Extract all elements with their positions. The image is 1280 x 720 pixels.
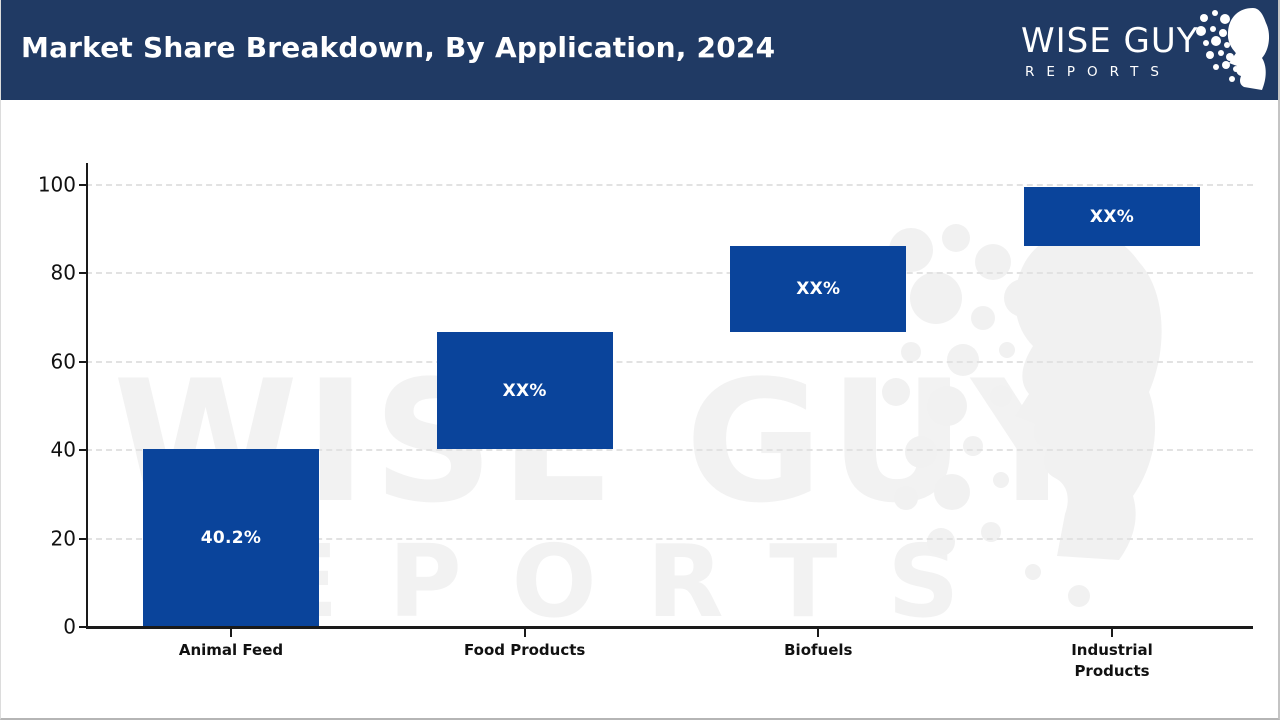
logo-wordmark: WISE GUY xyxy=(1021,21,1199,61)
header: Market Share Breakdown, By Application, … xyxy=(1,0,1278,100)
x-tick-mark xyxy=(817,629,820,637)
category-label: Food Products xyxy=(464,641,586,659)
y-tick-label: 60 xyxy=(50,349,76,374)
gridline-60 xyxy=(86,360,1253,363)
x-tick-mark xyxy=(523,629,526,637)
bar-value-label: XX% xyxy=(1089,206,1135,227)
y-tick-mark xyxy=(79,626,87,628)
y-tick-mark xyxy=(79,184,87,186)
wise-guy-logo-face-icon xyxy=(1196,8,1270,90)
x-tick-mark xyxy=(1111,629,1113,637)
y-tick-mark xyxy=(79,272,87,275)
bar-value-label: XX% xyxy=(796,278,841,299)
y-tick-mark xyxy=(79,360,87,363)
y-tick-label: 0 xyxy=(63,614,76,639)
page-title: Market Share Breakdown, By Application, … xyxy=(21,30,776,64)
y-tick-label: 20 xyxy=(50,526,76,551)
bar-food-products: XX% xyxy=(436,331,613,450)
y-tick-label: 100 xyxy=(37,172,76,197)
logo-subtext: REPORTS xyxy=(1025,64,1171,80)
x-tick-mark xyxy=(230,629,232,637)
brand-logo: WISE GUY REPORTS xyxy=(1021,8,1270,90)
x-axis-line xyxy=(86,626,1253,629)
category-label: Industrial Products xyxy=(1071,641,1153,680)
bar-industrial-products: XX% xyxy=(1024,187,1200,246)
gridline-80 xyxy=(86,272,1253,275)
bar-biofuels: XX% xyxy=(730,245,907,332)
y-tick-mark xyxy=(79,537,87,540)
bar-value-label: 40.2% xyxy=(200,528,262,549)
y-tick-label: 80 xyxy=(50,260,76,285)
chart-area: WISE GUY REPORTS 0 20 40 60 80 100 40.2% Animal… xyxy=(1,100,1278,718)
watermark-face-graphic xyxy=(874,224,1162,607)
category-label: Animal Feed xyxy=(178,641,284,659)
gridline-100 xyxy=(86,184,1253,186)
y-tick-mark xyxy=(79,449,87,452)
bar-value-label: XX% xyxy=(502,380,547,401)
y-tick-label: 40 xyxy=(50,437,76,462)
gridline-40 xyxy=(86,449,1253,452)
gridline-20 xyxy=(86,537,1253,540)
category-label: Biofuels xyxy=(784,641,853,659)
y-axis-line xyxy=(86,163,88,629)
bar-animal-feed: 40.2% xyxy=(143,449,319,627)
